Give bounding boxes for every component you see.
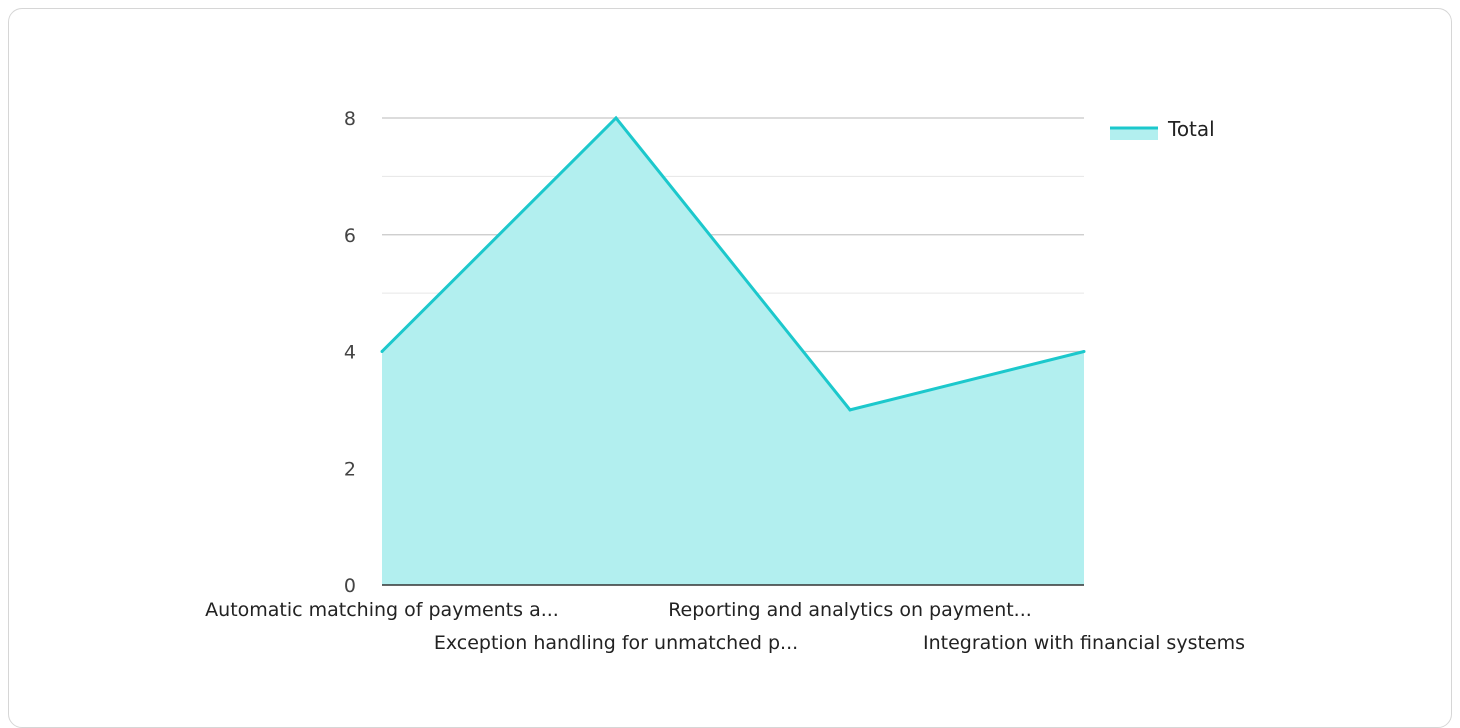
data-point[interactable] — [614, 116, 618, 120]
area-layer — [380, 115, 1086, 586]
x-category-label: Exception handling for unmatched p... — [434, 632, 798, 654]
y-tick-label: 8 — [344, 108, 356, 130]
legend-item-label[interactable]: Total — [1167, 117, 1215, 141]
y-tick-label: 6 — [344, 225, 356, 247]
data-point[interactable] — [1082, 350, 1086, 353]
data-point[interactable] — [380, 350, 384, 353]
x-category-label: Reporting and analytics on payment... — [668, 599, 1032, 621]
legend-swatch-fill — [1110, 128, 1158, 140]
y-tick-label: 0 — [344, 575, 356, 597]
y-axis-ticks: 0 2 4 6 8 — [344, 108, 356, 597]
legend[interactable]: Total — [1110, 117, 1215, 141]
x-axis-labels: Automatic matching of payments a... Excep… — [205, 599, 1245, 654]
y-tick-label: 4 — [344, 342, 356, 364]
y-tick-label: 2 — [344, 458, 356, 480]
area-chart: 0 2 4 6 8 Automatic matching of payments a..… — [205, 108, 1245, 654]
data-point[interactable] — [848, 408, 852, 412]
x-category-label: Automatic matching of payments a... — [205, 599, 559, 621]
series-line-total — [380, 115, 1085, 412]
x-category-label: Integration with financial systems — [923, 632, 1245, 654]
series-area-total — [382, 118, 1084, 585]
